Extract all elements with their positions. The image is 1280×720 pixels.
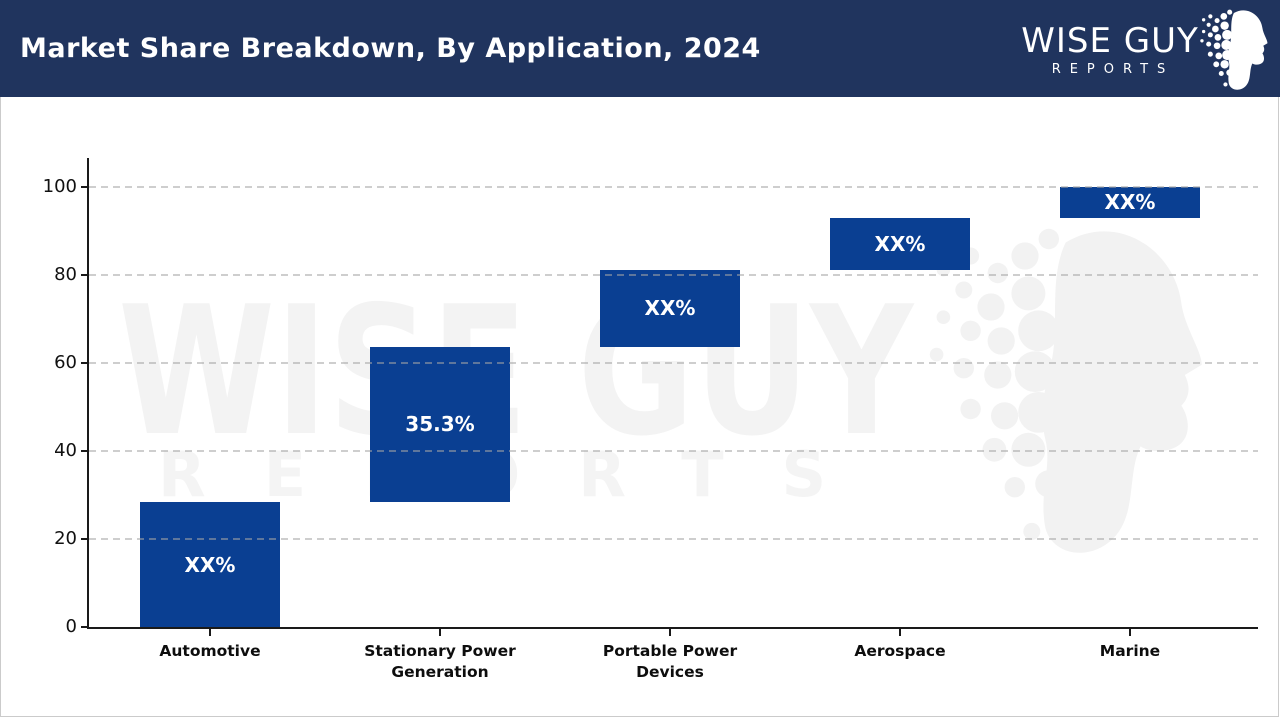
y-axis-line [87, 158, 89, 629]
gridline [89, 538, 1258, 540]
y-axis-tick-label: 40 [54, 440, 77, 461]
bar-segment: XX% [830, 217, 970, 270]
page-title: Market Share Breakdown, By Application, … [20, 33, 761, 64]
wise-guy-logo: WISE GUY REPORTS [1020, 6, 1270, 92]
x-axis-tick [1129, 629, 1131, 636]
x-axis-tick [669, 629, 671, 636]
bar-segment: 35.3% [370, 346, 510, 502]
y-axis-tick-label: 60 [54, 352, 77, 373]
bar-segment: XX% [1060, 187, 1200, 218]
header-bar: Market Share Breakdown, By Application, … [0, 0, 1280, 97]
bar-segment: XX% [600, 269, 740, 347]
bar-value-label: XX% [874, 231, 926, 256]
x-axis-line [87, 627, 1258, 629]
gridline [89, 362, 1258, 364]
category-label: Stationary Power Generation [364, 642, 516, 681]
gridline [89, 186, 1258, 188]
gridline [89, 274, 1258, 276]
y-axis-tick [81, 450, 88, 452]
logo-subtitle: REPORTS [1051, 62, 1175, 77]
watermark-wordmark: WISE GUY [118, 268, 914, 475]
watermark-head-icon [929, 228, 1202, 553]
bar-value-label: 35.3% [405, 412, 475, 437]
watermark-subtitle: REPORTS [158, 438, 885, 511]
x-axis-tick [439, 629, 441, 636]
logo-text: WISE GUY REPORTS [1020, 22, 1200, 77]
logo-wordmark: WISE GUY [1021, 21, 1199, 61]
y-axis-tick-label: 20 [54, 528, 77, 549]
y-axis-tick [81, 626, 88, 628]
x-axis-tick [899, 629, 901, 636]
y-axis-tick [81, 538, 88, 540]
dotted-head-icon [1200, 9, 1268, 90]
y-axis-tick-label: 100 [42, 176, 77, 197]
y-axis-tick-label: 0 [65, 616, 77, 637]
bar-value-label: XX% [1104, 190, 1156, 215]
category-label: Automotive [159, 642, 261, 660]
category-label: Portable Power Devices [602, 642, 738, 681]
category-label: Aerospace [854, 642, 946, 660]
gridline [89, 450, 1258, 452]
y-axis-tick [81, 362, 88, 364]
bar-segment: XX% [140, 502, 280, 627]
x-axis-tick [209, 629, 211, 636]
y-axis-tick [81, 186, 88, 188]
category-label: Marine [1099, 642, 1161, 660]
y-axis-tick-label: 80 [54, 264, 77, 285]
bar-value-label: XX% [644, 296, 696, 321]
bar-value-label: XX% [184, 552, 236, 577]
y-axis-tick [81, 274, 88, 276]
